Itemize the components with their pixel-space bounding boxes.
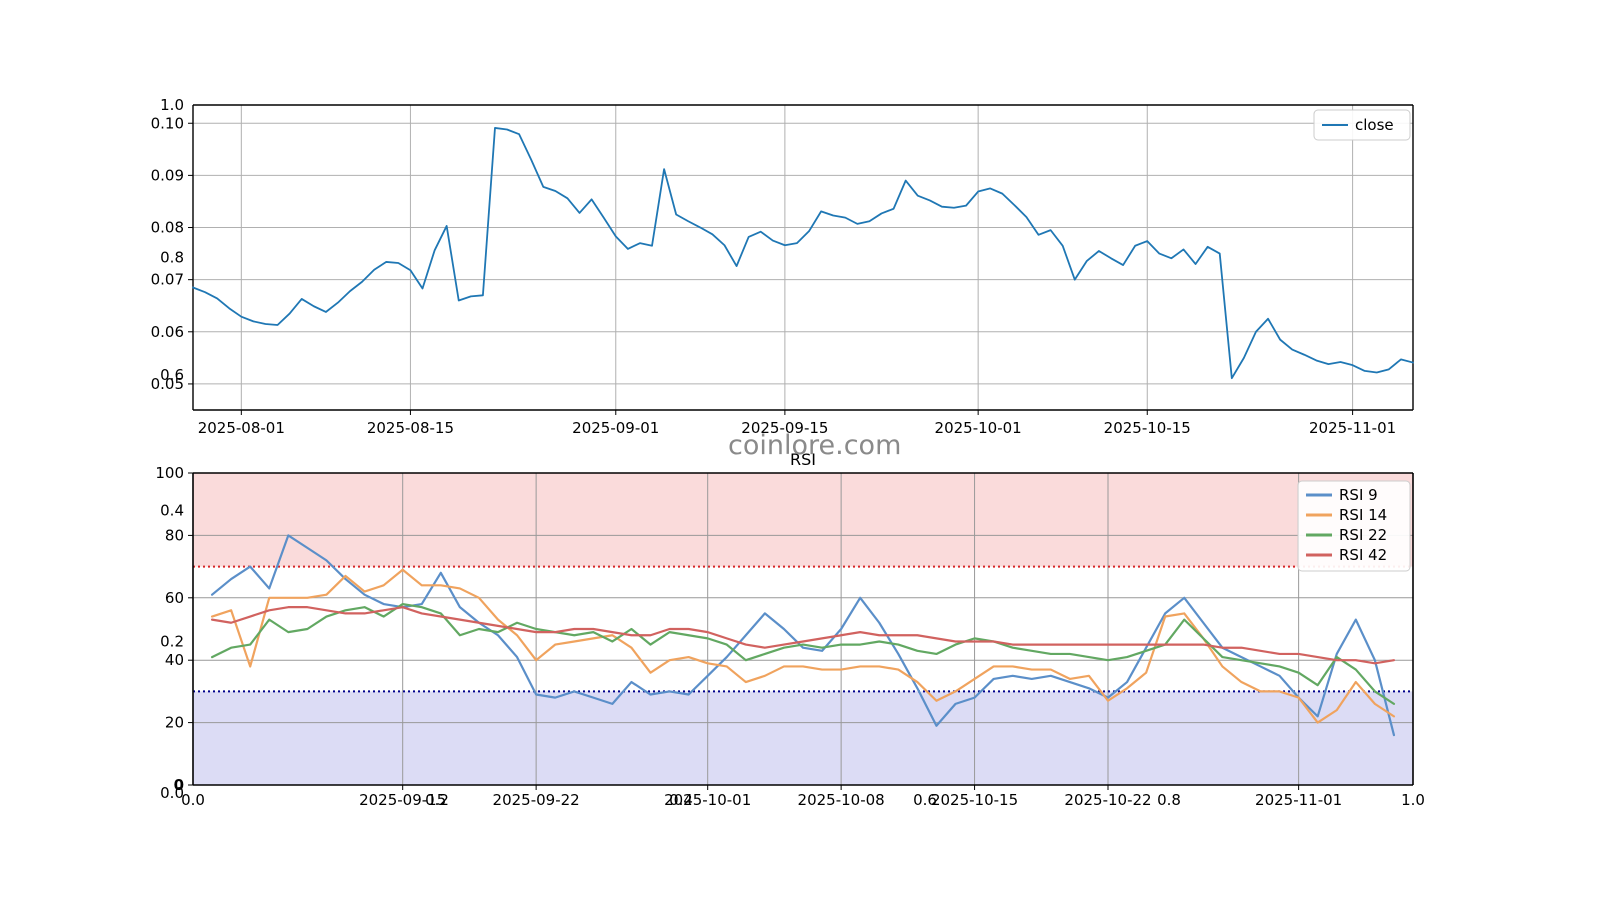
rsi-panel: 100 80 60 40 20 0 0.4 0.2 0.0 2025-09-15 2025-09-2… [155, 450, 1425, 809]
rsi-xtick-overlay-label: 0.2 [425, 791, 449, 809]
rsi-xtick-overlay-label: 0.6 [913, 791, 937, 809]
rsi-xtick-label: 2025-11-01 [1255, 791, 1342, 809]
price-ytick-label: 0.07 [151, 271, 184, 289]
price-xtick-label: 2025-09-01 [572, 419, 659, 437]
rsi-xtick-overlay-label: 0.4 [669, 791, 693, 809]
price-ytick-overlay-label: 0.6 [160, 366, 184, 384]
rsi-xtick-overlay-label: 0.8 [1157, 791, 1181, 809]
price-ytick-overlay-label: 1.0 [160, 96, 184, 114]
rsi-legend-label-rsi-22: RSI 22 [1339, 526, 1387, 544]
rsi-xtick-label: 2025-10-01 [664, 791, 751, 809]
rsi-title: RSI [790, 450, 816, 469]
rsi-ytick-label: 80 [165, 526, 184, 544]
price-xtick-label: 2025-10-01 [935, 419, 1022, 437]
rsi-xtick-overlay-label: 1.0 [1401, 791, 1425, 809]
rsi-ytick-label: 40 [165, 651, 184, 669]
rsi-xtick-label: 2025-10-15 [931, 791, 1018, 809]
rsi-xtick-label: 2025-10-22 [1064, 791, 1151, 809]
rsi-ytick-overlay-label: 0.2 [160, 632, 184, 650]
rsi-xtick-overlay-label: 0.0 [181, 791, 205, 809]
price-line-close [192, 127, 1414, 380]
rsi-legend-label-rsi-14: RSI 14 [1339, 506, 1387, 524]
rsi-line-rsi-42 [210, 606, 1396, 665]
rsi-line-rsi-22 [210, 602, 1396, 705]
price-xtick-label: 2025-08-15 [367, 419, 454, 437]
price-ytick-label: 0.05 [151, 375, 184, 393]
price-xtick-label: 2025-08-01 [198, 419, 285, 437]
watermark-text: coinlore.com [728, 430, 902, 461]
rsi-ytick-label: 20 [165, 714, 184, 732]
rsi-ytick-label: 60 [165, 589, 184, 607]
price-ytick-overlay-label: 0.8 [160, 249, 184, 267]
rsi-ytick-overlay-label: 0.4 [160, 501, 184, 519]
price-ytick-label: 0.08 [151, 219, 184, 237]
rsi-overbought-band [193, 473, 1413, 567]
price-xtick-label: 2025-10-15 [1104, 419, 1191, 437]
price-plot-background [193, 105, 1413, 410]
price-panel: 2025-08-01 2025-08-15 2025-09-01 2025-09-15… [151, 96, 1414, 437]
rsi-legend-label-rsi-42: RSI 42 [1339, 546, 1387, 564]
rsi-ytick-label: 0 [174, 776, 184, 794]
price-legend: close [1313, 109, 1411, 141]
rsi-ytick-overlay-label: 0.0 [160, 784, 184, 802]
price-ytick-label: 0.06 [151, 323, 184, 341]
rsi-xtick-label: 2025-09-22 [493, 791, 580, 809]
rsi-line-rsi-14 [210, 568, 1396, 724]
watermark-coinlore: coinlore.com [728, 430, 901, 461]
price-xtick-label: 2025-09-15 [741, 419, 828, 437]
rsi-legend-label-rsi-9: RSI 9 [1339, 486, 1378, 504]
rsi-xtick-label: 2025-10-08 [798, 791, 885, 809]
rsi-legend-box [1297, 480, 1411, 572]
rsi-legend: RSI 9 RSI 14 RSI 22 RSI 42 [1297, 480, 1411, 572]
rsi-ytick-label: 100 [155, 464, 184, 482]
rsi-xtick-label: 2025-09-15 [359, 791, 446, 809]
price-xtick-label: 2025-11-01 [1309, 419, 1396, 437]
price-ytick-label: 0.09 [151, 166, 184, 184]
price-legend-label-close: close [1355, 116, 1394, 134]
price-legend-box [1313, 109, 1411, 141]
rsi-oversold-band [193, 691, 1413, 785]
price-ytick-label: 0.10 [151, 114, 184, 132]
